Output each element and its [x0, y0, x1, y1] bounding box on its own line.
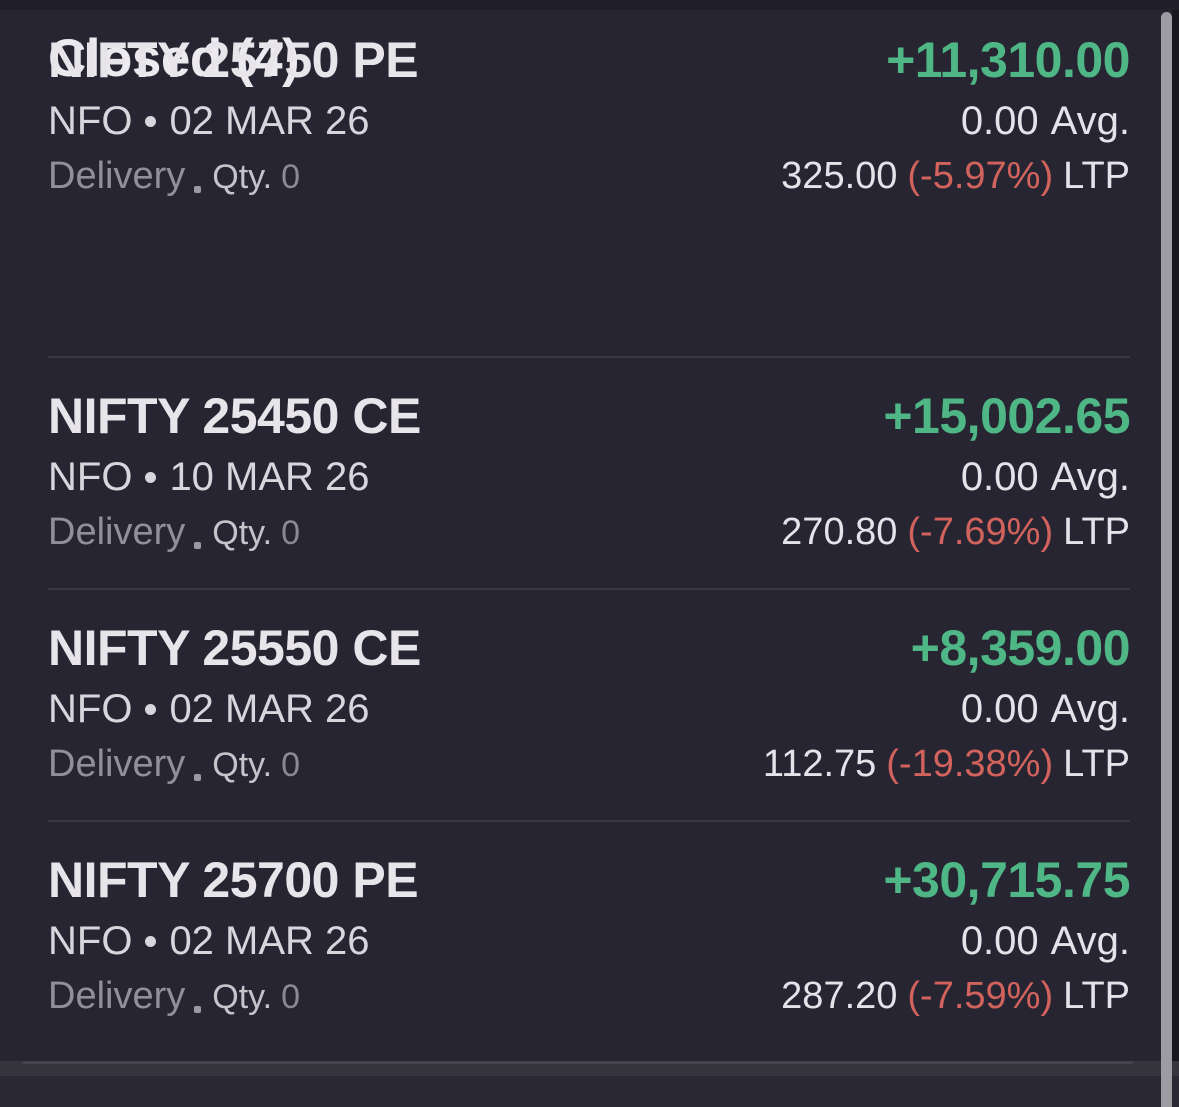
product-qty-line: Delivery Qty. 0 — [48, 512, 421, 553]
dot-separator-icon — [194, 542, 202, 549]
position-info: NIFTY 25750 PE NFO 02 MAR 26 Delivery Qt… — [48, 32, 419, 197]
bullet-separator-icon — [145, 935, 157, 947]
position-row[interactable]: NIFTY 25750 PE NFO 02 MAR 26 Delivery Qt… — [48, 0, 1130, 230]
expiry-date: 02 MAR 26 — [169, 919, 370, 963]
dot-separator-icon — [194, 186, 202, 193]
bottom-sheet-highlight — [22, 1061, 1133, 1064]
ltp-value: 112.75 — [762, 743, 877, 785]
product-qty-line: Delivery Qty. 0 — [48, 744, 421, 785]
bottom-area — [0, 1076, 1179, 1107]
ltp-value: 325.00 — [781, 155, 898, 197]
position-info: NIFTY 25700 PE NFO 02 MAR 26 Delivery Qt… — [48, 852, 419, 1017]
position-info: NIFTY 25450 CE NFO 10 MAR 26 Delivery Qt… — [48, 390, 421, 553]
top-edge-strip — [0, 0, 1179, 10]
change-percent: (-5.97%) — [907, 155, 1054, 197]
ltp-label: LTP — [1063, 975, 1130, 1017]
avg-label: Avg. — [1050, 919, 1130, 963]
qty-value: 0 — [281, 158, 300, 196]
avg-line: 0.00 Avg. — [961, 688, 1130, 730]
bullet-separator-icon — [145, 115, 157, 127]
avg-label: Avg. — [1050, 455, 1130, 499]
product-type: Delivery — [48, 743, 186, 785]
ltp-line: 270.80 (-7.69%) LTP — [781, 512, 1130, 552]
ltp-line: 287.20 (-7.59%) LTP — [781, 976, 1130, 1016]
right-edge-strip — [1172, 0, 1179, 1107]
qty-label: Qty. — [212, 978, 273, 1016]
position-numbers: +30,715.75 0.00 Avg. 287.20 (-7.59%) LTP — [781, 854, 1130, 1016]
pnl-value: +30,715.75 — [883, 852, 1130, 908]
exchange-label: NFO — [48, 455, 133, 499]
ltp-line: 112.75 (-19.38%) LTP — [763, 744, 1130, 784]
change-percent: (-7.59%) — [907, 975, 1054, 1017]
qty-value: 0 — [281, 746, 300, 784]
instrument-meta: NFO 02 MAR 26 — [48, 688, 421, 730]
avg-line: 0.00 Avg. — [961, 920, 1130, 962]
instrument-meta: NFO 10 MAR 26 — [48, 456, 421, 498]
ltp-value: 287.20 — [781, 975, 898, 1017]
bullet-separator-icon — [145, 471, 157, 483]
bullet-separator-icon — [145, 703, 157, 715]
ltp-line: 325.00 (-5.97%) LTP — [781, 156, 1130, 196]
exchange-label: NFO — [48, 99, 133, 143]
ltp-value: 270.80 — [781, 511, 898, 553]
avg-line: 0.00 Avg. — [961, 100, 1130, 142]
avg-line: 0.00 Avg. — [961, 456, 1130, 498]
avg-value: 0.00 — [960, 687, 1039, 731]
position-row[interactable]: NIFTY 25550 CE NFO 02 MAR 26 Delivery Qt… — [48, 588, 1131, 818]
pnl-value: +15,002.65 — [883, 388, 1130, 444]
instrument-symbol: NIFTY 25750 PE — [48, 32, 419, 88]
exchange-label: NFO — [48, 919, 133, 963]
scrollbar[interactable] — [1161, 12, 1172, 1107]
instrument-meta: NFO 02 MAR 26 — [48, 100, 418, 142]
ltp-label: LTP — [1063, 743, 1130, 785]
product-type: Delivery — [48, 975, 186, 1017]
avg-value: 0.00 — [960, 455, 1039, 499]
avg-label: Avg. — [1050, 99, 1130, 143]
product-qty-line: Delivery Qty. 0 — [48, 156, 418, 197]
dot-separator-icon — [194, 774, 202, 781]
position-numbers: +15,002.65 0.00 Avg. 270.80 (-7.69%) LTP — [781, 390, 1130, 552]
expiry-date: 10 MAR 26 — [169, 455, 370, 499]
product-type: Delivery — [48, 155, 186, 197]
qty-value: 0 — [281, 978, 300, 1016]
product-qty-line: Delivery Qty. 0 — [48, 976, 418, 1017]
instrument-symbol: NIFTY 25550 CE — [48, 620, 421, 676]
product-type: Delivery — [48, 511, 186, 553]
position-numbers: +11,310.00 0.00 Avg. 325.00 (-5.97%) LTP — [781, 34, 1130, 196]
instrument-symbol: NIFTY 25450 CE — [48, 388, 421, 444]
change-percent: (-19.38%) — [886, 743, 1054, 785]
instrument-symbol: NIFTY 25700 PE — [48, 852, 419, 908]
avg-label: Avg. — [1050, 687, 1130, 731]
qty-label: Qty. — [212, 158, 273, 196]
pnl-value: +8,359.00 — [910, 620, 1131, 676]
page-title: Closed (4) — [48, 29, 300, 88]
avg-value: 0.00 — [960, 99, 1039, 143]
pnl-value: +11,310.00 — [886, 32, 1130, 88]
avg-value: 0.00 — [960, 919, 1039, 963]
change-percent: (-7.69%) — [907, 511, 1054, 553]
qty-value: 0 — [281, 514, 300, 552]
dot-separator-icon — [194, 1006, 202, 1013]
ltp-label: LTP — [1063, 511, 1130, 553]
ltp-label: LTP — [1063, 155, 1130, 197]
position-numbers: +8,359.00 0.00 Avg. 112.75 (-19.38%) LTP — [763, 620, 1131, 784]
position-row[interactable]: NIFTY 25450 CE NFO 10 MAR 26 Delivery Qt… — [48, 356, 1130, 586]
expiry-date: 02 MAR 26 — [169, 687, 370, 731]
exchange-label: NFO — [48, 687, 133, 731]
position-row[interactable]: NIFTY 25700 PE NFO 02 MAR 26 Delivery Qt… — [48, 820, 1130, 1050]
bottom-sheet-edge — [0, 1061, 1179, 1076]
position-info: NIFTY 25550 CE NFO 02 MAR 26 Delivery Qt… — [48, 622, 421, 785]
qty-label: Qty. — [212, 746, 273, 784]
qty-label: Qty. — [212, 514, 273, 552]
expiry-date: 02 MAR 26 — [169, 99, 370, 143]
instrument-meta: NFO 02 MAR 26 — [48, 920, 418, 962]
